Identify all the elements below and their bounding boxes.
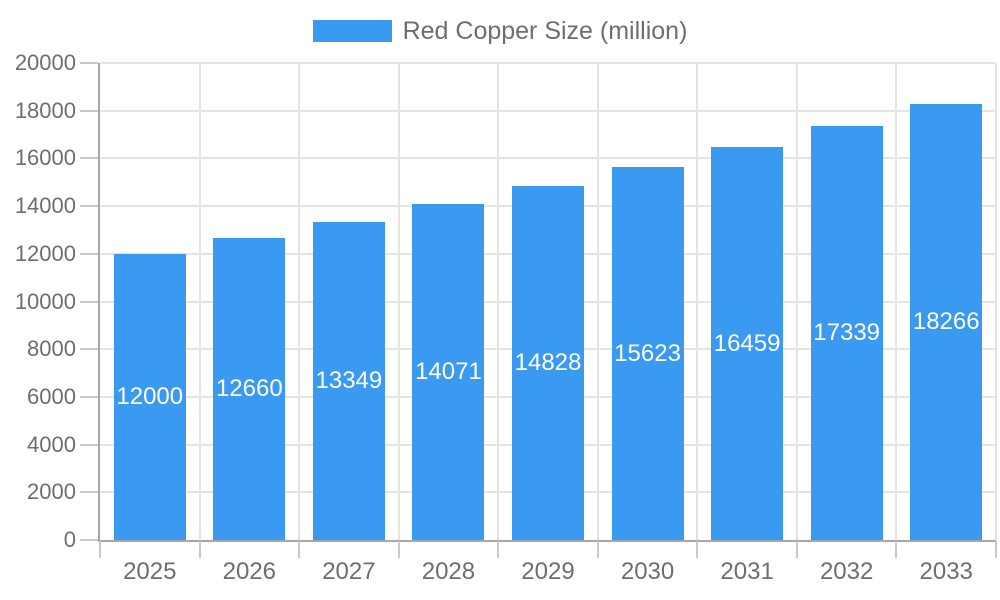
y-axis-tick	[80, 62, 98, 64]
x-gridline	[298, 63, 301, 540]
y-axis-label: 14000	[14, 193, 76, 219]
y-axis-label: 6000	[27, 383, 76, 409]
bar-2032[interactable]: 17339	[810, 126, 883, 540]
y-gridline	[100, 62, 996, 64]
bar-value-label: 18266	[912, 308, 980, 336]
y-axis-label: 12000	[14, 240, 76, 266]
bar-value-label: 12660	[215, 375, 283, 403]
bar-value-label: 13349	[315, 366, 383, 394]
x-axis-label: 2033	[919, 558, 973, 585]
bar-value-label: 12000	[116, 382, 184, 410]
bar-2028[interactable]: 14071	[412, 204, 485, 540]
x-gridline	[497, 63, 500, 540]
x-axis-tick	[397, 541, 400, 558]
bar-2031[interactable]: 16459	[711, 147, 784, 540]
bar-2030[interactable]: 15623	[611, 167, 684, 540]
y-axis-tick	[80, 157, 98, 160]
y-axis-tick	[80, 539, 98, 541]
x-axis-label: 2028	[421, 558, 476, 585]
x-gridline	[397, 63, 400, 540]
x-gridline	[696, 63, 699, 540]
y-axis-label: 2000	[27, 479, 76, 505]
x-axis-tick	[99, 541, 101, 558]
plot-area: 0 2000 4000 6000 8000 10000 12000 14000 16000 180…	[15, 50, 997, 585]
y-axis-line	[98, 63, 100, 542]
x-axis-label: 2026	[222, 558, 277, 585]
x-axis-label: 2031	[720, 558, 774, 585]
x-axis-line	[98, 540, 996, 542]
x-axis-tick	[795, 541, 798, 558]
y-axis-tick	[80, 205, 98, 208]
x-axis-tick	[895, 541, 898, 558]
y-axis-tick	[80, 300, 98, 303]
x-axis-label: 2029	[521, 558, 575, 585]
x-axis-tick	[596, 541, 599, 558]
bar-value-label: 14071	[415, 358, 482, 386]
y-axis-tick	[80, 491, 98, 494]
x-axis-label: 2030	[620, 558, 675, 585]
x-axis-tick	[696, 541, 699, 558]
x-axis-tick	[995, 541, 997, 558]
x-axis-tick	[298, 541, 301, 558]
bar-2025[interactable]: 12000	[113, 253, 186, 540]
x-axis-label: 2025	[123, 558, 177, 585]
x-gridline	[795, 63, 798, 540]
x-axis-label: 2032	[819, 558, 874, 585]
chart-legend[interactable]: Red Copper Size (million)	[0, 13, 1000, 49]
bar-2027[interactable]: 13349	[312, 221, 385, 540]
y-gridline	[100, 157, 996, 160]
bar-value-label: 15623	[614, 339, 681, 367]
y-axis-label: 0	[63, 527, 76, 552]
y-axis-label: 18000	[14, 97, 76, 123]
y-axis-tick	[80, 109, 98, 112]
y-axis-tick	[80, 348, 98, 351]
y-axis-tick	[80, 252, 98, 255]
y-axis-tick	[80, 395, 98, 398]
x-gridline	[198, 63, 201, 540]
x-axis-tick	[497, 541, 500, 558]
y-axis-tick	[80, 443, 98, 446]
bar-2029[interactable]: 14828	[512, 186, 584, 540]
y-axis-label: 10000	[14, 288, 76, 314]
y-axis-label: 4000	[27, 431, 76, 457]
y-axis-label: 16000	[14, 145, 76, 171]
x-gridline	[895, 63, 898, 540]
legend-label: Red Copper Size (million)	[402, 16, 688, 45]
bar-value-label: 16459	[713, 329, 781, 357]
x-axis-label: 2027	[322, 558, 376, 585]
x-axis-tick	[198, 541, 201, 558]
bar-2026[interactable]: 12660	[213, 238, 286, 540]
y-gridline	[100, 109, 996, 112]
bar-value-label: 17339	[813, 319, 881, 347]
bar-2033[interactable]: 18266	[910, 104, 983, 540]
x-gridline	[596, 63, 599, 540]
y-axis-label: 20000	[14, 50, 76, 75]
x-gridline	[995, 63, 997, 540]
bar-value-label: 14828	[514, 349, 582, 377]
y-axis-label: 8000	[27, 336, 76, 362]
legend-swatch	[312, 20, 392, 42]
